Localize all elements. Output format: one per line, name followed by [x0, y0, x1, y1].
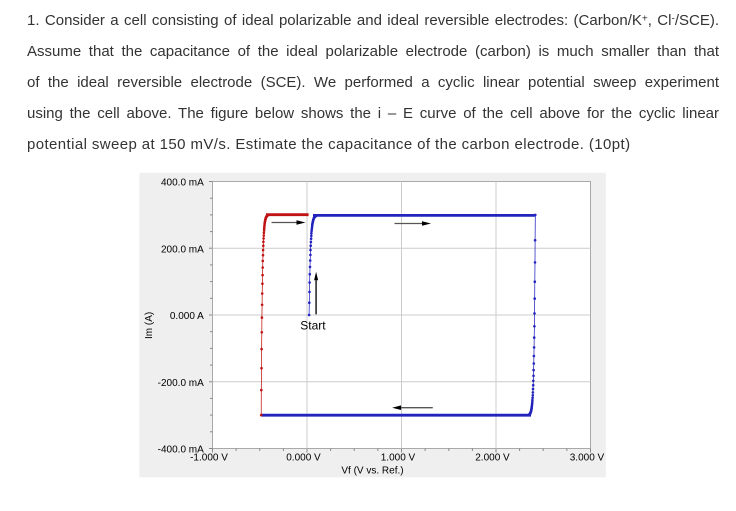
svg-text:3.000 V: 3.000 V — [570, 452, 605, 463]
svg-text:Vf (V vs. Ref.): Vf (V vs. Ref.) — [341, 465, 403, 476]
svg-text:Im (A): Im (A) — [144, 312, 155, 339]
svg-text:1.000 V: 1.000 V — [381, 452, 416, 463]
svg-text:0.000 V: 0.000 V — [286, 452, 321, 463]
svg-text:-400.0 mA: -400.0 mA — [158, 445, 204, 456]
svg-text:-1.000 V: -1.000 V — [190, 452, 228, 463]
svg-text:-200.0 mA: -200.0 mA — [158, 378, 204, 389]
svg-text:200.0 mA: 200.0 mA — [161, 244, 204, 255]
svg-text:2.000 V: 2.000 V — [475, 452, 510, 463]
svg-text:Start: Start — [300, 319, 326, 333]
svg-text:0.000 A: 0.000 A — [170, 311, 204, 322]
svg-text:400.0 mA: 400.0 mA — [161, 178, 204, 189]
